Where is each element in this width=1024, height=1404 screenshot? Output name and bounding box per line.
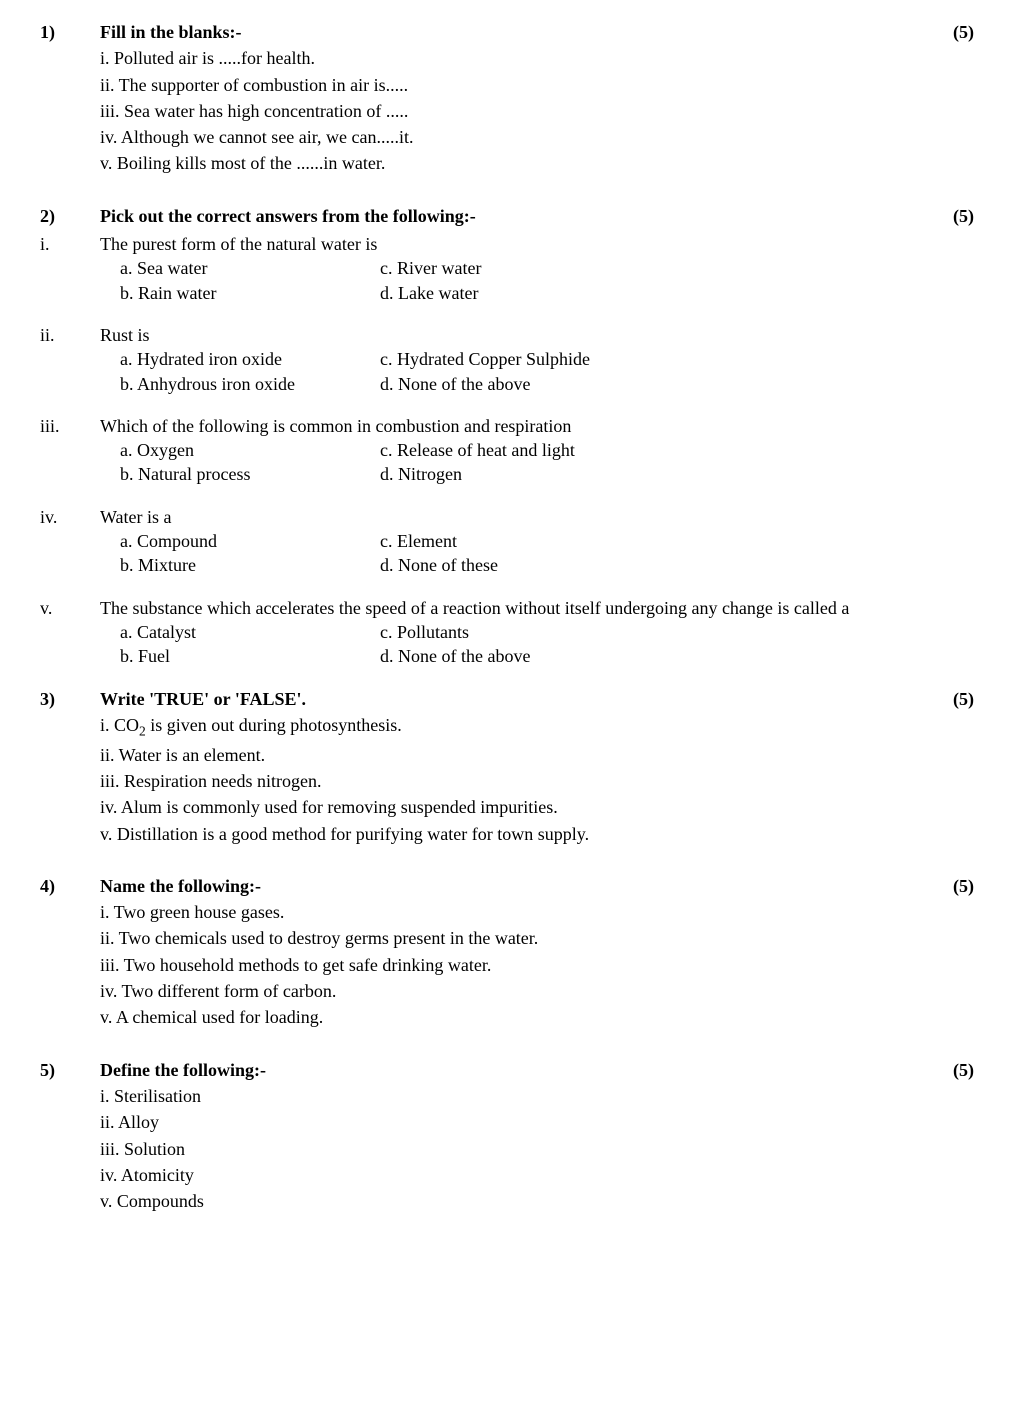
q2-sub-2-opt-left-2: b. Anhydrous iron oxide: [120, 372, 380, 396]
q2-sub-3: iii.Which of the following is common in …: [40, 414, 984, 487]
q2-sub-4-opt-left-1: a. Compound: [120, 529, 380, 553]
q3-item-4: iv. Alum is commonly used for removing s…: [100, 795, 984, 819]
question-1: 1) Fill in the blanks:- (5) i. Polluted …: [40, 20, 984, 176]
q1-marks: (5): [953, 20, 974, 44]
q2-marks: (5): [953, 204, 974, 228]
q1-item-1: i. Polluted air is .....for health.: [100, 46, 984, 70]
q4-item-1: i. Two green house gases.: [100, 900, 984, 924]
q2-sub-1: i.The purest form of the natural water i…: [40, 232, 984, 305]
q4-item-5: v. A chemical used for loading.: [100, 1005, 984, 1029]
q2-sub-1-opt-left-1: a. Sea water: [120, 256, 380, 280]
q3-item-5: v. Distillation is a good method for pur…: [100, 822, 984, 846]
q2-sub-2-opt-left-1: a. Hydrated iron oxide: [120, 347, 380, 371]
q1-item-2: ii. The supporter of combustion in air i…: [100, 73, 984, 97]
q2-sub-5: v.The substance which accelerates the sp…: [40, 596, 984, 669]
q4-item-3: iii. Two household methods to get safe d…: [100, 953, 984, 977]
q5-marks: (5): [953, 1058, 974, 1082]
q1-body: Fill in the blanks:- (5) i. Polluted air…: [100, 20, 984, 176]
q2-sub-4-opt-right-1: c. Element: [380, 529, 498, 553]
q3-item-3: iii. Respiration needs nitrogen.: [100, 769, 984, 793]
q2-sub-1-options: a. Sea waterb. Rain waterc. River waterd…: [120, 256, 984, 305]
q2-sub-4-options: a. Compoundb. Mixturec. Elementd. None o…: [120, 529, 984, 578]
q2-sub-4-num: iv.: [40, 505, 100, 578]
q3-item-1-post: is given out during photosynthesis.: [146, 715, 402, 735]
q2-sub-2-opt-right-2: d. None of the above: [380, 372, 590, 396]
q4-number: 4): [40, 874, 100, 1030]
q2-sub-5-opt-left-2: b. Fuel: [120, 644, 380, 668]
q2-sub-1-opt-right-2: d. Lake water: [380, 281, 481, 305]
q2-sub-4-stem: Water is a: [100, 505, 984, 529]
q2-sub-3-body: Which of the following is common in comb…: [100, 414, 984, 487]
q2-sub-5-body: The substance which accelerates the spee…: [100, 596, 984, 669]
q5-number: 5): [40, 1058, 100, 1214]
q4-marks: (5): [953, 874, 974, 898]
q2-sub-1-body: The purest form of the natural water isa…: [100, 232, 984, 305]
q2-number: 2): [40, 204, 100, 228]
q2-sub-1-num: i.: [40, 232, 100, 305]
q2-sub-2-stem: Rust is: [100, 323, 984, 347]
q2-sub-5-num: v.: [40, 596, 100, 669]
q2-sub-5-options: a. Catalystb. Fuelc. Pollutantsd. None o…: [120, 620, 984, 669]
q3-item-2: ii. Water is an element.: [100, 743, 984, 767]
q5-item-4: iv. Atomicity: [100, 1163, 984, 1187]
q1-number: 1): [40, 20, 100, 176]
q3-title: Write 'TRUE' or 'FALSE'.: [100, 687, 306, 711]
q2-sub-3-stem: Which of the following is common in comb…: [100, 414, 984, 438]
question-2-header: 2) Pick out the correct answers from the…: [40, 204, 984, 228]
q2-sub-3-opt-right-1: c. Release of heat and light: [380, 438, 575, 462]
q2-sub-2-opt-right-1: c. Hydrated Copper Sulphide: [380, 347, 590, 371]
q2-sub-4: iv.Water is aa. Compoundb. Mixturec. Ele…: [40, 505, 984, 578]
q2-sub-1-opt-left-2: b. Rain water: [120, 281, 380, 305]
q5-item-2: ii. Alloy: [100, 1110, 984, 1134]
q2-sub-3-options: a. Oxygenb. Natural processc. Release of…: [120, 438, 984, 487]
q3-marks: (5): [953, 687, 974, 711]
q2-sub-3-opt-left-2: b. Natural process: [120, 462, 380, 486]
q4-title: Name the following:-: [100, 874, 261, 898]
q2-sub-5-stem: The substance which accelerates the spee…: [100, 596, 984, 620]
q2-sub-4-body: Water is aa. Compoundb. Mixturec. Elemen…: [100, 505, 984, 578]
q2-sub-1-stem: The purest form of the natural water is: [100, 232, 984, 256]
q3-item-1-sub: 2: [139, 723, 146, 738]
q5-item-5: v. Compounds: [100, 1189, 984, 1213]
q2-sub-4-opt-left-2: b. Mixture: [120, 553, 380, 577]
q5-item-3: iii. Solution: [100, 1137, 984, 1161]
q2-sub-5-opt-right-2: d. None of the above: [380, 644, 530, 668]
q1-item-5: v. Boiling kills most of the ......in wa…: [100, 151, 984, 175]
question-4: 4) Name the following:- (5) i. Two green…: [40, 874, 984, 1030]
q2-sub-4-opt-right-2: d. None of these: [380, 553, 498, 577]
q1-item-4: iv. Although we cannot see air, we can..…: [100, 125, 984, 149]
q5-title: Define the following:-: [100, 1058, 266, 1082]
q3-item-1-pre: i. CO: [100, 715, 139, 735]
question-3: 3) Write 'TRUE' or 'FALSE'. (5) i. CO2 i…: [40, 687, 984, 846]
q2-sub-3-opt-right-2: d. Nitrogen: [380, 462, 575, 486]
q2-sub-3-num: iii.: [40, 414, 100, 487]
q2-sub-2: ii.Rust isa. Hydrated iron oxideb. Anhyd…: [40, 323, 984, 396]
question-5: 5) Define the following:- (5) i. Sterili…: [40, 1058, 984, 1214]
q2-sub-1-opt-right-1: c. River water: [380, 256, 481, 280]
q2-sub-2-num: ii.: [40, 323, 100, 396]
q5-item-1: i. Sterilisation: [100, 1084, 984, 1108]
q2-sub-3-opt-left-1: a. Oxygen: [120, 438, 380, 462]
q2-sub-2-options: a. Hydrated iron oxideb. Anhydrous iron …: [120, 347, 984, 396]
q2-sub-5-opt-right-1: c. Pollutants: [380, 620, 530, 644]
q4-item-4: iv. Two different form of carbon.: [100, 979, 984, 1003]
q4-item-2: ii. Two chemicals used to destroy germs …: [100, 926, 984, 950]
q1-item-3: iii. Sea water has high concentration of…: [100, 99, 984, 123]
q2-sub-2-body: Rust isa. Hydrated iron oxideb. Anhydrou…: [100, 323, 984, 396]
q1-title: Fill in the blanks:-: [100, 20, 242, 44]
q2-sub-5-opt-left-1: a. Catalyst: [120, 620, 380, 644]
q3-item-1: i. CO2 is given out during photosynthesi…: [100, 713, 984, 741]
q2-title: Pick out the correct answers from the fo…: [100, 204, 476, 228]
q3-number: 3): [40, 687, 100, 846]
